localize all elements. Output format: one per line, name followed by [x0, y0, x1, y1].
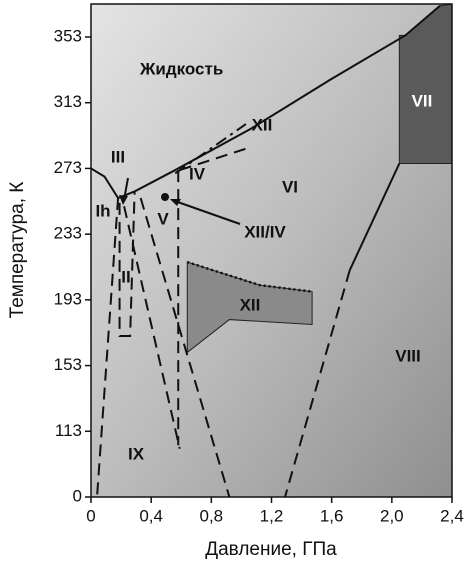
- region-label: VII: [412, 91, 433, 110]
- region-label: IV: [189, 164, 206, 183]
- phase-boundary: [139, 197, 231, 498]
- region-label: Ih: [95, 201, 110, 220]
- region-label: II: [121, 267, 130, 286]
- phase-boundary: [174, 123, 247, 175]
- x-tick-label: 1,2: [260, 506, 284, 525]
- phase-boundary: [90, 5, 441, 200]
- y-tick-label: 233: [54, 224, 82, 243]
- region-label: III: [111, 147, 125, 166]
- x-tick-label: 2,0: [380, 506, 404, 525]
- region-label: VIII: [395, 346, 421, 365]
- y-tick-label: 273: [54, 158, 82, 177]
- region-label: VI: [282, 177, 298, 196]
- phase-boundary: [118, 191, 136, 337]
- region-label: XII: [240, 295, 261, 314]
- phase-boundary: [284, 270, 351, 498]
- arrow-head: [170, 199, 181, 206]
- region-label: V: [157, 209, 169, 228]
- x-tick-label: 1,6: [320, 506, 344, 525]
- y-tick-label: 193: [54, 289, 82, 308]
- x-tick-label: 0,8: [200, 506, 224, 525]
- phase-boundary: [179, 147, 247, 172]
- arrow-head: [119, 195, 128, 205]
- y-tick-label: 353: [54, 26, 82, 45]
- y-tick-label: 0: [73, 486, 82, 505]
- x-tick-label: 2,4: [440, 506, 464, 525]
- y-tick-label: 313: [54, 92, 82, 111]
- plot-background: [91, 4, 452, 497]
- region-label: XII/IV: [244, 222, 286, 241]
- region-label: XII: [252, 115, 273, 134]
- x-tick-label: 0: [86, 506, 95, 525]
- x-tick-label: 0,4: [139, 506, 163, 525]
- y-axis-label: Температура, К: [7, 182, 28, 319]
- point-marker: [161, 193, 169, 201]
- x-axis-label: Давление, ГПа: [205, 539, 337, 560]
- arrow: [171, 199, 241, 225]
- phase-boundary: [348, 163, 401, 271]
- phase-boundary: [96, 197, 120, 498]
- y-tick-label: 153: [54, 355, 82, 374]
- phase-boundary: [186, 260, 313, 293]
- y-tick-label: 113: [55, 421, 82, 440]
- region-label: IX: [128, 444, 145, 463]
- phase-boundary: [123, 205, 181, 449]
- region-label: Жидкость: [139, 59, 223, 78]
